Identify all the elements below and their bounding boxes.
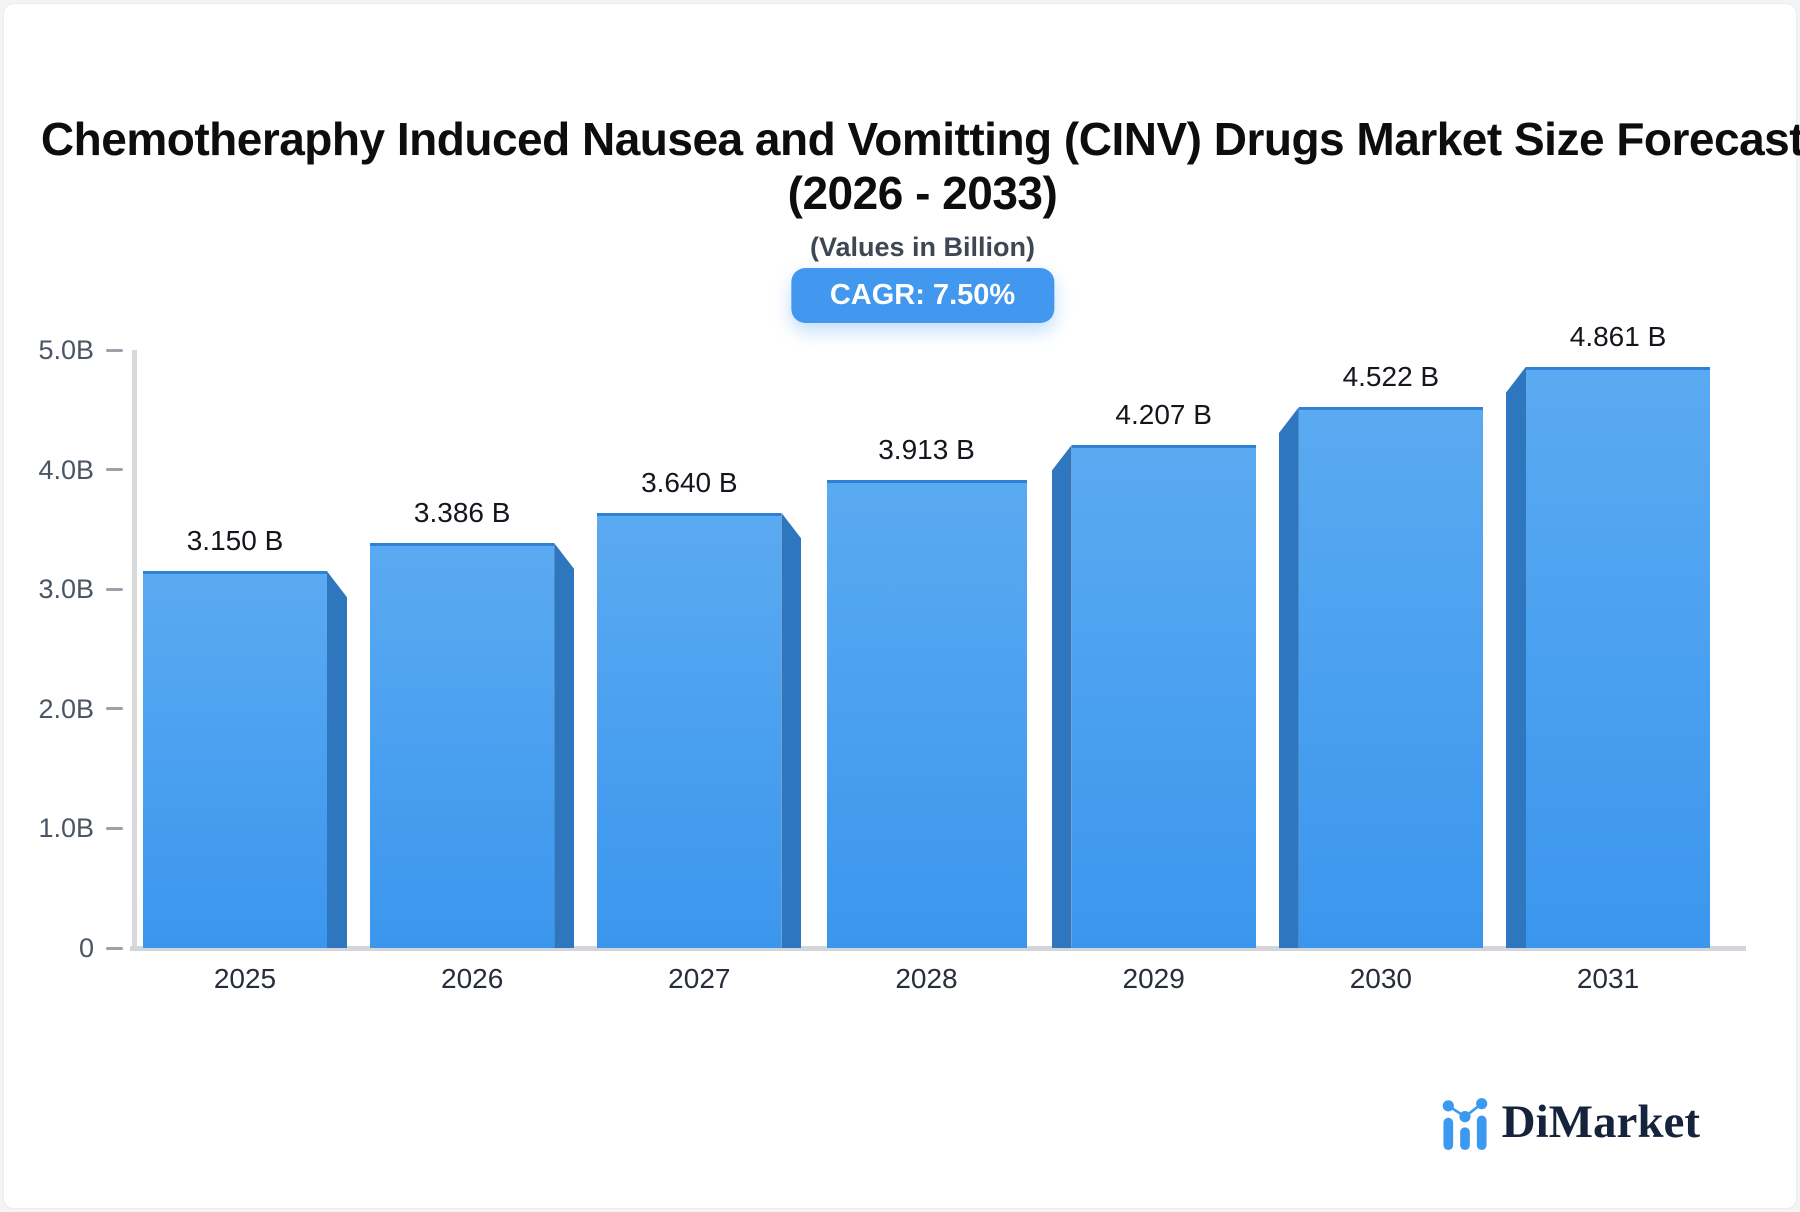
chart-units-note: (Values in Billion) (809, 232, 1036, 262)
y-axis-tick-label-4.0B: 4.0B (38, 454, 94, 485)
logo-text: DiMarket (1501, 1096, 1700, 1148)
bar-3d-side-2026 (554, 543, 575, 948)
bar-3d-side-2031 (1506, 366, 1527, 948)
dimarket-logo: DiMarket (1440, 1094, 1700, 1150)
bar-value-label-2031: 4.861 B (1569, 320, 1667, 352)
x-axis-label-2028: 2028 (895, 963, 958, 994)
x-axis-baseline (130, 946, 1746, 951)
bar-value-label-2028: 3.913 B (878, 434, 975, 465)
bar-2027[interactable] (597, 512, 782, 948)
chart-card: Chemotheraphy Induced Nausea and Vomitti… (4, 4, 1800, 1208)
y-axis-tick-mark (106, 826, 123, 830)
cagr-badge: CAGR: 7.50% (790, 268, 1055, 323)
bar-2028[interactable] (826, 480, 1027, 948)
y-axis-tick-label-0: 0 (78, 933, 94, 963)
x-axis-label-2029: 2029 (1122, 963, 1185, 994)
bar-3d-side-2029 (1051, 444, 1072, 948)
bar-2029[interactable] (1071, 444, 1256, 948)
bar-2031[interactable] (1526, 366, 1711, 948)
x-axis-label-2026: 2026 (441, 963, 504, 994)
bar-3d-side-2027 (781, 512, 802, 948)
bar-chart-logo-icon (1442, 1098, 1487, 1150)
y-axis-tick-label-3.0B: 3.0B (38, 574, 94, 605)
bar-value-label-2029: 4.207 B (1115, 398, 1212, 430)
bar-chart-plot-area: 0 1.0B 2.0B 3.0B 4.0B 5.0B 3.150 B 2025 3.386 B 2… (4, 4, 1796, 1208)
x-axis-label-2031: 2031 (1576, 963, 1640, 994)
bar-value-label-2027: 3.640 B (641, 466, 738, 498)
y-axis-tick-mark (106, 946, 123, 950)
y-axis-tick-mark (106, 468, 123, 472)
x-axis-label-2030: 2030 (1349, 963, 1412, 994)
bar-value-label-2025: 3.150 B (186, 525, 284, 557)
y-axis-tick-mark (106, 587, 123, 591)
chart-title-line2: (2026 - 2033) (787, 167, 1058, 219)
bar-2026[interactable] (370, 543, 555, 948)
y-axis-line (132, 350, 137, 951)
bar-2030[interactable] (1298, 407, 1483, 948)
chart-title-line1: Chemotheraphy Induced Nausea and Vomitti… (40, 113, 1800, 165)
bar-3d-side-2025 (327, 571, 347, 948)
y-axis-tick-label-5.0B: 5.0B (38, 335, 94, 365)
y-axis-tick-label-2.0B: 2.0B (38, 693, 94, 724)
y-axis-tick-mark (106, 707, 123, 711)
bar-value-label-2026: 3.386 B (413, 497, 511, 529)
x-axis-label-2027: 2027 (668, 963, 731, 994)
bar-2025[interactable] (143, 571, 327, 948)
bar-value-label-2030: 4.522 B (1342, 361, 1440, 393)
bar-3d-side-2030 (1278, 407, 1299, 948)
y-axis-tick-mark (106, 348, 123, 352)
x-axis-label-2025: 2025 (213, 963, 277, 994)
y-axis-tick-label-1.0B: 1.0B (38, 813, 94, 844)
